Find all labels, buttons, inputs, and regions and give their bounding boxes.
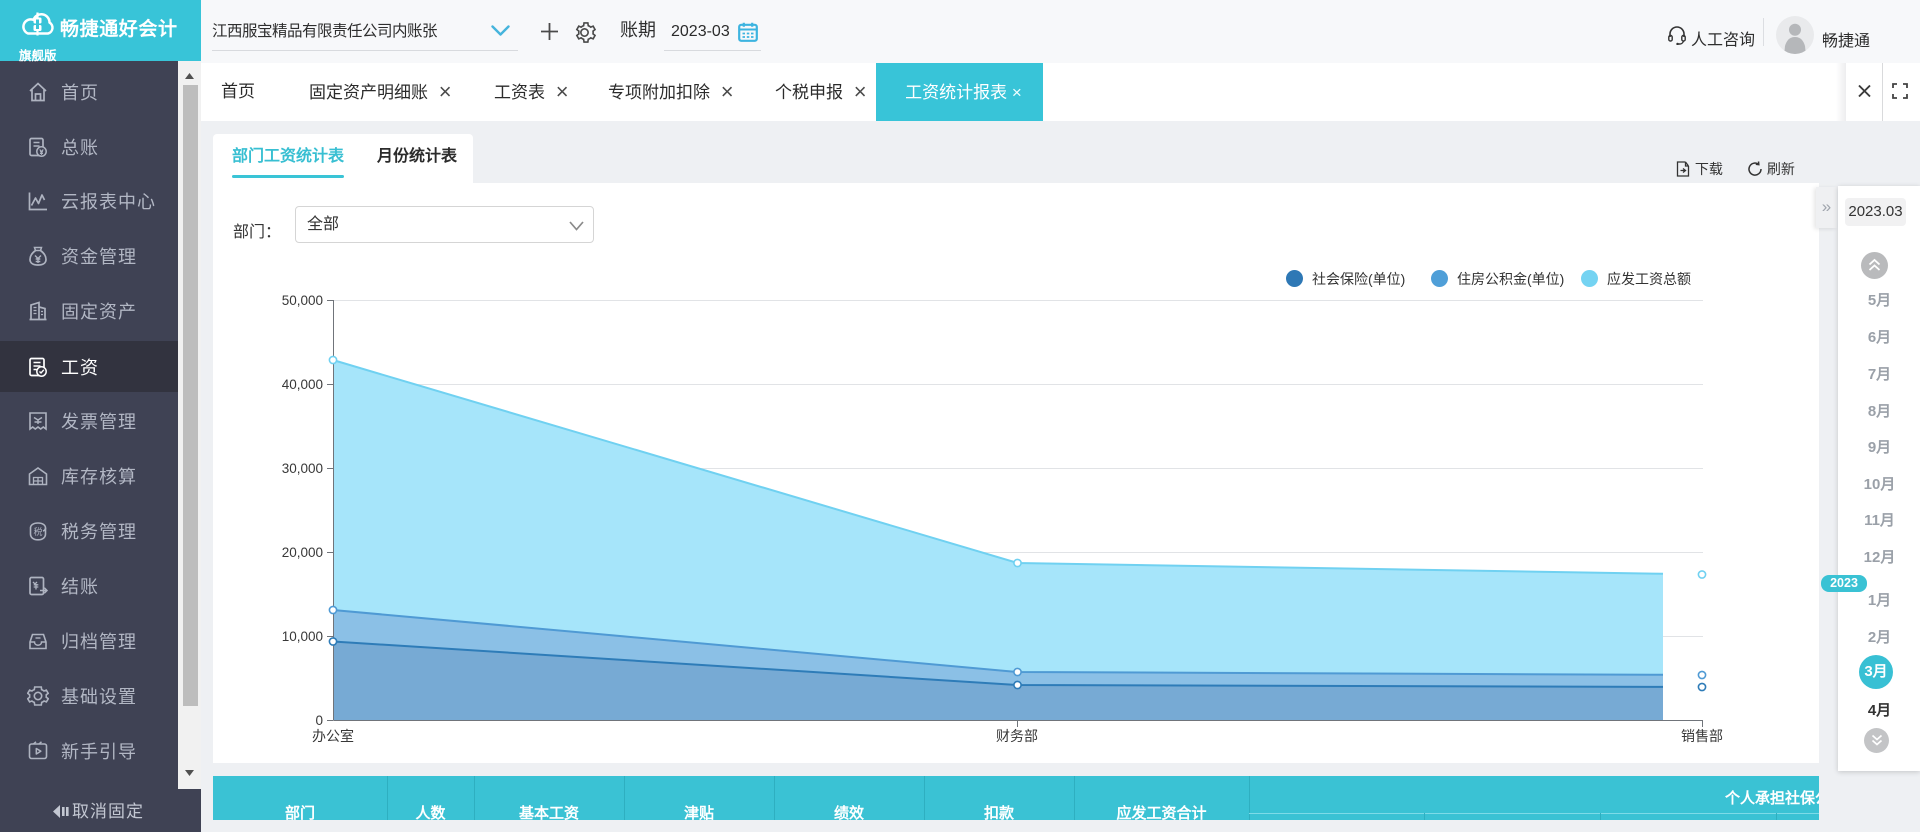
svg-text:销售部: 销售部 <box>1681 728 1723 744</box>
svg-text:税: 税 <box>33 525 42 536</box>
svg-text:财务部: 财务部 <box>996 728 1038 744</box>
svg-text:50,000: 50,000 <box>282 293 323 308</box>
svg-text:0: 0 <box>315 713 323 728</box>
svg-text:30,000: 30,000 <box>282 461 323 476</box>
svg-text:40,000: 40,000 <box>282 377 323 392</box>
svg-text:办公室: 办公室 <box>312 728 354 744</box>
svg-text:10,000: 10,000 <box>282 629 323 644</box>
svg-text:20,000: 20,000 <box>282 545 323 560</box>
